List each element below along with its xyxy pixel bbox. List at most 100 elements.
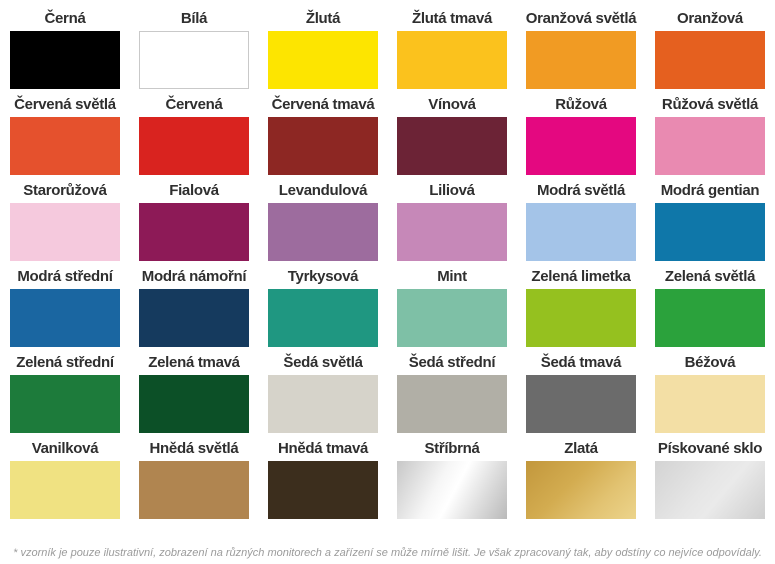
swatch-cell: Modrá světlá bbox=[517, 180, 646, 266]
disclaimer-footnote: * vzorník je pouze ilustrativní, zobraze… bbox=[13, 547, 762, 559]
swatch-label: Oranžová světlá bbox=[525, 10, 637, 27]
color-swatch bbox=[655, 117, 765, 175]
swatch-label: Šedá tmavá bbox=[540, 354, 622, 371]
color-swatch bbox=[139, 203, 249, 261]
swatch-label: Bílá bbox=[180, 10, 208, 27]
color-swatch bbox=[10, 117, 120, 175]
swatch-cell: Mint bbox=[388, 266, 517, 352]
color-swatch bbox=[526, 375, 636, 433]
swatch-cell: Modrá námořní bbox=[130, 266, 259, 352]
color-sample-board: Černá Bílá Žlutá Žlutá tmavá Oranžová sv… bbox=[1, 8, 775, 559]
swatch-label: Vanilková bbox=[31, 440, 99, 457]
swatch-cell: Hnědá světlá bbox=[130, 438, 259, 524]
color-swatch bbox=[139, 375, 249, 433]
swatch-cell: Zelená tmavá bbox=[130, 352, 259, 438]
color-swatch bbox=[268, 375, 378, 433]
swatch-label: Liliová bbox=[429, 182, 475, 199]
swatch-cell: Pískované sklo bbox=[646, 438, 775, 524]
swatch-cell: Žlutá bbox=[259, 8, 388, 94]
swatch-label: Růžová světlá bbox=[661, 96, 759, 113]
swatch-cell: Růžová bbox=[517, 94, 646, 180]
swatch-label: Starorůžová bbox=[23, 182, 107, 199]
swatch-cell: Starorůžová bbox=[1, 180, 130, 266]
swatch-label: Růžová bbox=[555, 96, 607, 113]
color-swatch bbox=[139, 31, 249, 89]
color-swatch bbox=[397, 31, 507, 89]
swatch-label: Žlutá tmavá bbox=[411, 10, 493, 27]
color-swatch bbox=[268, 289, 378, 347]
swatch-label: Modrá střední bbox=[17, 268, 113, 285]
color-swatch bbox=[655, 203, 765, 261]
swatch-label: Žlutá bbox=[305, 10, 341, 27]
swatch-label: Hnědá tmavá bbox=[277, 440, 369, 457]
color-swatch bbox=[397, 289, 507, 347]
color-swatch bbox=[397, 203, 507, 261]
swatch-cell: Vínová bbox=[388, 94, 517, 180]
color-swatch bbox=[526, 289, 636, 347]
swatch-label: Pískované sklo bbox=[657, 440, 763, 457]
swatch-cell: Červená světlá bbox=[1, 94, 130, 180]
swatch-cell: Bílá bbox=[130, 8, 259, 94]
swatch-grid: Černá Bílá Žlutá Žlutá tmavá Oranžová sv… bbox=[1, 8, 775, 524]
color-swatch bbox=[10, 203, 120, 261]
swatch-cell: Oranžová bbox=[646, 8, 775, 94]
swatch-cell: Zelená světlá bbox=[646, 266, 775, 352]
swatch-label: Červená světlá bbox=[14, 96, 116, 113]
color-swatch bbox=[655, 31, 765, 89]
color-swatch bbox=[10, 31, 120, 89]
swatch-label: Modrá námořní bbox=[141, 268, 247, 285]
color-swatch bbox=[268, 117, 378, 175]
swatch-label: Šedá světlá bbox=[283, 354, 363, 371]
swatch-cell: Vanilková bbox=[1, 438, 130, 524]
swatch-label: Levandulová bbox=[278, 182, 368, 199]
swatch-cell: Tyrkysová bbox=[259, 266, 388, 352]
swatch-label: Béžová bbox=[684, 354, 736, 371]
swatch-cell: Hnědá tmavá bbox=[259, 438, 388, 524]
color-swatch bbox=[655, 375, 765, 433]
swatch-label: Modrá gentian bbox=[660, 182, 760, 199]
swatch-cell: Černá bbox=[1, 8, 130, 94]
swatch-label: Oranžová bbox=[677, 10, 743, 27]
swatch-label: Stříbrná bbox=[424, 440, 480, 457]
swatch-label: Hnědá světlá bbox=[149, 440, 239, 457]
swatch-cell: Žlutá tmavá bbox=[388, 8, 517, 94]
color-swatch bbox=[10, 289, 120, 347]
swatch-cell: Oranžová světlá bbox=[517, 8, 646, 94]
swatch-cell: Červená bbox=[130, 94, 259, 180]
color-swatch bbox=[10, 375, 120, 433]
swatch-cell: Šedá světlá bbox=[259, 352, 388, 438]
swatch-label: Tyrkysová bbox=[287, 268, 359, 285]
swatch-cell: Modrá střední bbox=[1, 266, 130, 352]
swatch-label: Zelená světlá bbox=[664, 268, 756, 285]
color-swatch bbox=[655, 461, 765, 519]
swatch-cell: Šedá střední bbox=[388, 352, 517, 438]
color-swatch bbox=[139, 289, 249, 347]
color-swatch bbox=[268, 203, 378, 261]
color-swatch bbox=[139, 461, 249, 519]
color-swatch bbox=[268, 461, 378, 519]
swatch-cell: Modrá gentian bbox=[646, 180, 775, 266]
swatch-label: Modrá světlá bbox=[536, 182, 626, 199]
swatch-label: Černá bbox=[44, 10, 86, 27]
swatch-label: Mint bbox=[437, 268, 467, 285]
swatch-label: Zelená limetka bbox=[531, 268, 631, 285]
swatch-cell: Červená tmavá bbox=[259, 94, 388, 180]
color-swatch bbox=[655, 289, 765, 347]
swatch-cell: Stříbrná bbox=[388, 438, 517, 524]
swatch-cell: Zelená střední bbox=[1, 352, 130, 438]
swatch-cell: Růžová světlá bbox=[646, 94, 775, 180]
swatch-label: Vínová bbox=[428, 96, 476, 113]
color-swatch bbox=[268, 31, 378, 89]
swatch-cell: Šedá tmavá bbox=[517, 352, 646, 438]
color-swatch bbox=[397, 375, 507, 433]
swatch-cell: Zlatá bbox=[517, 438, 646, 524]
swatch-label: Zelená tmavá bbox=[148, 354, 240, 371]
swatch-label: Fialová bbox=[169, 182, 219, 199]
color-swatch bbox=[397, 117, 507, 175]
color-swatch bbox=[526, 461, 636, 519]
color-swatch bbox=[526, 203, 636, 261]
swatch-label: Červená tmavá bbox=[271, 96, 375, 113]
color-swatch bbox=[139, 117, 249, 175]
swatch-cell: Béžová bbox=[646, 352, 775, 438]
swatch-cell: Liliová bbox=[388, 180, 517, 266]
